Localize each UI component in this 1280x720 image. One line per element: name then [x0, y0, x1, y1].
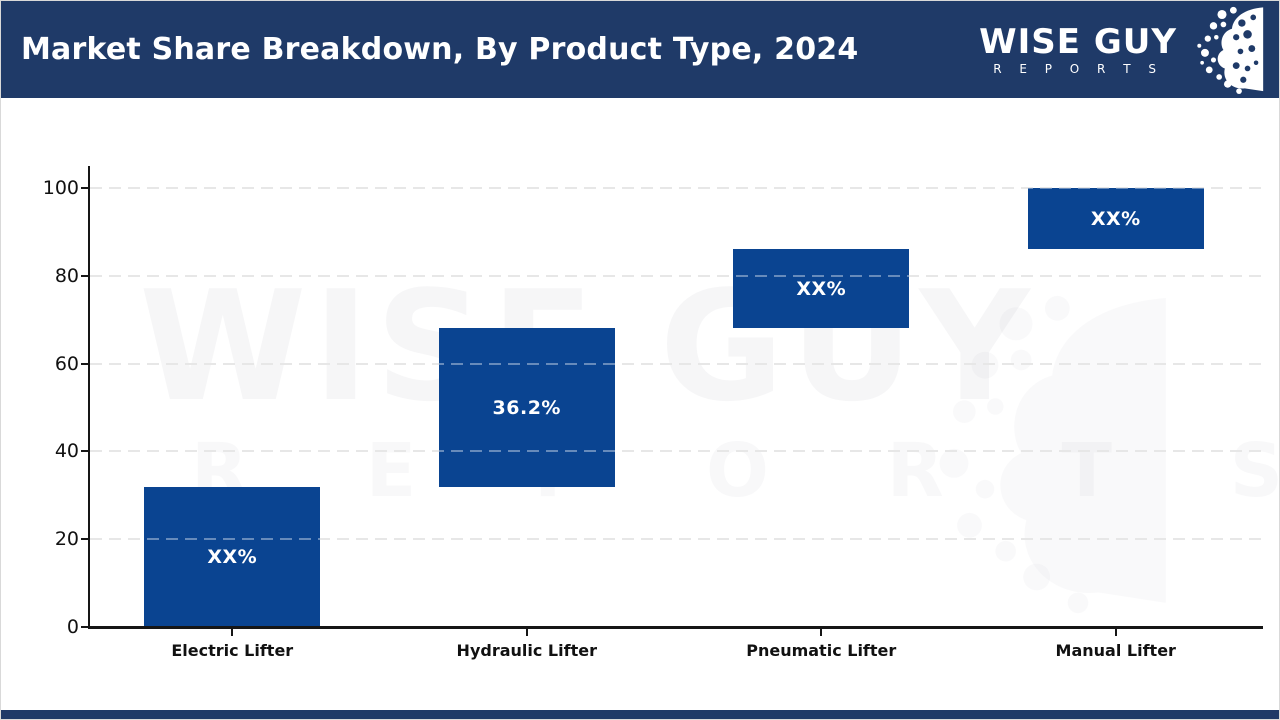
x-tick-label-electric-lifter: Electric Lifter: [171, 641, 294, 660]
gridline-y40: [90, 450, 1263, 453]
wiseguy-logo: WISE GUY R E P O R T S: [979, 6, 1265, 94]
footer-bar: [1, 710, 1279, 719]
gridline-y40: [90, 450, 1263, 453]
watermark-subtext: R E P O R T S: [191, 428, 1279, 514]
gridline-y80: [90, 274, 1263, 277]
y-tick-label-60: 60: [54, 352, 79, 375]
y-tick-mark-40: [81, 450, 88, 453]
y-tick-mark-100: [81, 187, 88, 189]
bar-pneumatic-lifter: XX%: [733, 249, 910, 329]
x-axis: [88, 626, 1263, 629]
x-tick-mark: [820, 629, 823, 636]
chart-title: Market Share Breakdown, By Product Type,…: [21, 32, 859, 67]
y-tick-label-100: 100: [42, 177, 79, 199]
bar-electric-lifter: XX%: [144, 487, 321, 627]
y-tick-label-80: 80: [54, 264, 79, 287]
gridline-y20: [90, 538, 1263, 541]
logo-subtext: R E P O R T S: [993, 61, 1163, 76]
report-header: Market Share Breakdown, By Product Type,…: [1, 1, 1279, 98]
x-tick-mark: [525, 629, 528, 636]
y-tick-mark-0: [81, 626, 88, 628]
x-tick-mark: [231, 629, 234, 636]
x-tick-mark: [1114, 629, 1117, 636]
gridline-y60: [90, 362, 1263, 365]
plot-area: WISE GUY R E P O R T S XX%36.2%XX%XX% 02…: [1, 98, 1279, 713]
y-tick-label-20: 20: [54, 528, 79, 551]
bar-value-label: XX%: [796, 277, 847, 300]
bar-manual-lifter: XX%: [1027, 188, 1204, 250]
bar-hydraulic-lifter: 36.2%: [438, 328, 615, 488]
gridline-y60: [90, 362, 1263, 365]
gridline-y100: [90, 187, 1263, 189]
gridline-y80: [90, 274, 1263, 277]
x-tick-label-hydraulic-lifter: Hydraulic Lifter: [456, 641, 597, 660]
gridline-y20: [90, 538, 1263, 541]
y-axis: [88, 166, 90, 629]
x-tick-label-pneumatic-lifter: Pneumatic Lifter: [746, 641, 897, 660]
y-tick-mark-80: [81, 274, 88, 277]
logo-face-icon: [1197, 6, 1264, 94]
logo-wordmark: WISE GUY: [979, 21, 1177, 62]
y-tick-mark-60: [81, 362, 88, 365]
y-tick-mark-20: [81, 538, 88, 541]
bar-value-label: XX%: [207, 546, 258, 569]
gridline-y100: [90, 187, 1263, 189]
y-tick-label-0: 0: [66, 616, 79, 638]
bar-value-label: 36.2%: [492, 396, 561, 419]
bar-value-label: XX%: [1090, 207, 1141, 230]
x-tick-label-manual-lifter: Manual Lifter: [1055, 641, 1176, 660]
y-tick-label-40: 40: [54, 440, 79, 463]
